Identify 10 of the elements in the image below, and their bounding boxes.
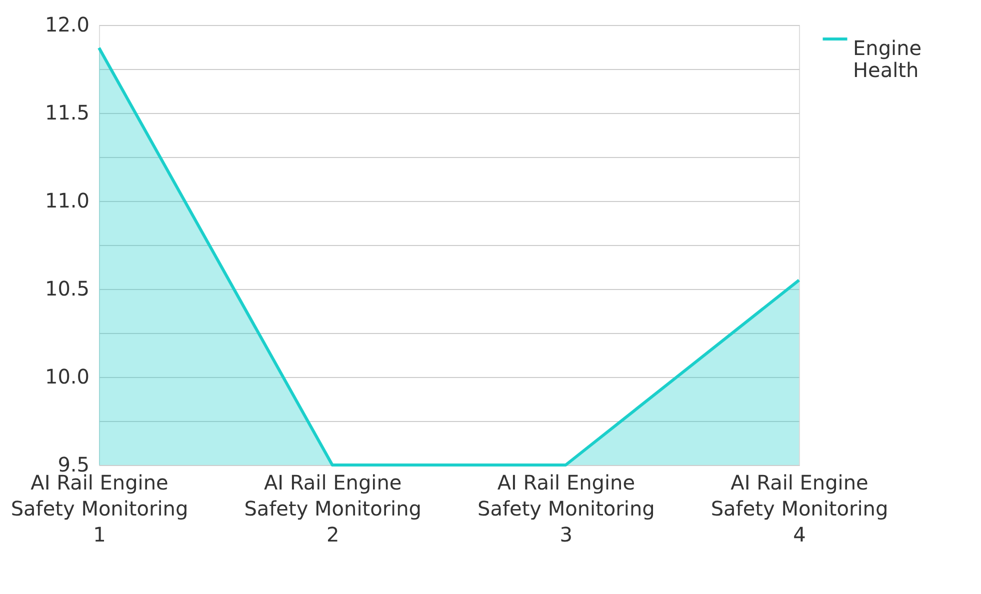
y-tick-label: 11.5 <box>44 100 90 124</box>
x-tick-label: AI Rail Engine Safety Monitoring 1 <box>10 470 188 546</box>
x-tick-label: AI Rail Engine Safety Monitoring 4 <box>710 470 888 546</box>
x-tick-label: AI Rail Engine Safety Monitoring 3 <box>478 470 655 546</box>
x-tick-label: AI Rail Engine Safety Monitoring 2 <box>244 470 422 546</box>
y-tick-label: 10.0 <box>44 364 90 388</box>
legend-label: Engine Health <box>853 36 922 82</box>
y-tick-label: 11.0 <box>44 188 90 212</box>
y-tick-label: 10.5 <box>44 276 90 300</box>
y-tick-label: 12.0 <box>44 12 90 36</box>
